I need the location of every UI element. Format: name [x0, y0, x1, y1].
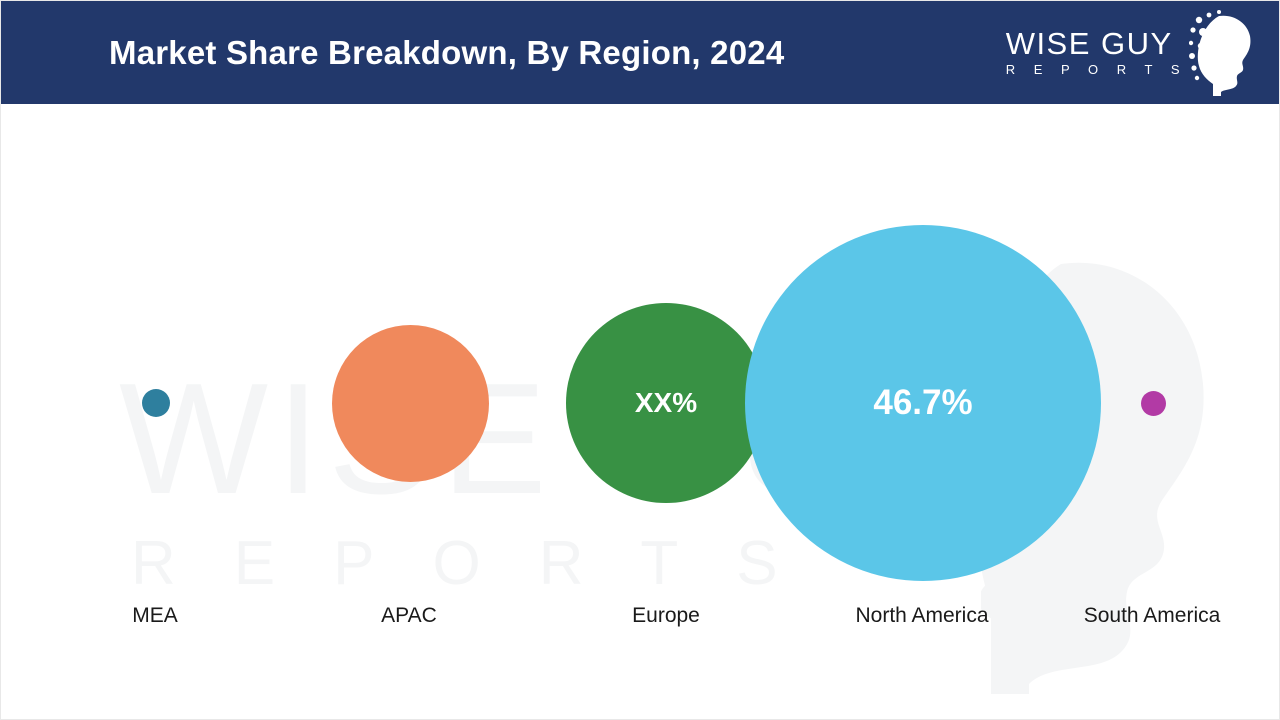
bubble-north-america-label: 46.7% — [873, 383, 973, 422]
category-label-north-america: North America — [855, 604, 989, 627]
chart-plot-area: WISE GUY REPORTS XX% 46.7% — [1, 104, 1279, 719]
bubble-mea[interactable] — [142, 389, 170, 417]
category-label-mea: MEA — [132, 604, 178, 627]
category-label-apac: APAC — [381, 604, 437, 627]
bubble-europe-label: XX% — [634, 387, 698, 418]
page-title: Market Share Breakdown, By Region, 2024 — [109, 33, 785, 71]
category-label-south-america: South America — [1083, 604, 1221, 627]
logo-wordmark: WISE GUY R E P O R T S — [1005, 25, 1187, 79]
logo-primary-text: WISE GUY — [1005, 25, 1173, 61]
category-label-europe: Europe — [632, 604, 700, 627]
logo-secondary-text: R E P O R T S — [1005, 61, 1187, 77]
chart-header: Market Share Breakdown, By Region, 2024 … — [1, 1, 1279, 104]
bubble-europe[interactable]: XX% — [566, 303, 766, 503]
bubble-south-america[interactable] — [1141, 391, 1166, 416]
watermark-secondary-text: REPORTS — [131, 529, 836, 598]
bubble-apac[interactable] — [332, 325, 489, 482]
bubble-north-america[interactable]: 46.7% — [745, 225, 1101, 581]
wise-guy-reports-logo: WISE GUY R E P O R T S — [1006, 7, 1255, 99]
head-silhouette-icon — [1188, 9, 1255, 96]
category-axis-labels: MEA APAC Europe North America South Amer… — [1, 604, 1279, 664]
